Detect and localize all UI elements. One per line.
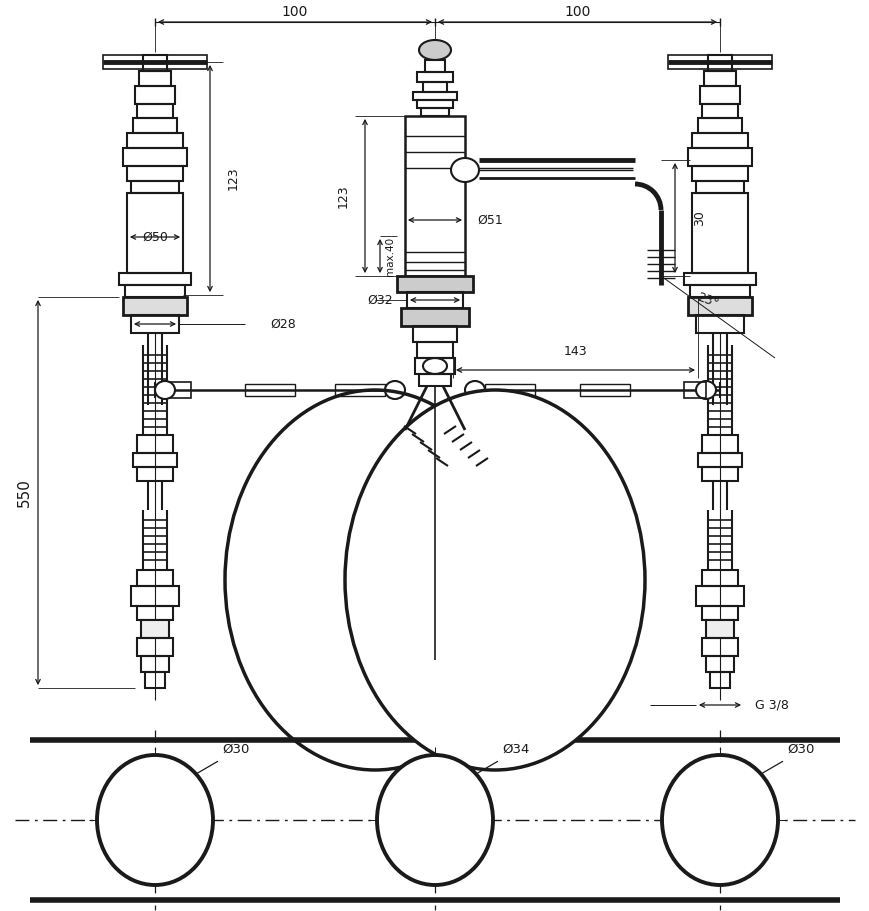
Bar	[687, 297, 751, 315]
Bar	[136, 467, 173, 481]
Text: 143: 143	[563, 345, 587, 358]
Ellipse shape	[419, 40, 450, 60]
Bar	[245, 384, 295, 396]
Bar	[136, 570, 173, 586]
Bar	[413, 326, 456, 342]
Ellipse shape	[376, 755, 493, 885]
Bar	[703, 71, 735, 86]
Bar	[145, 672, 165, 688]
Text: Ø34: Ø34	[501, 743, 528, 756]
Bar	[141, 656, 169, 672]
Text: 100: 100	[282, 5, 308, 19]
Bar	[667, 55, 771, 69]
Bar	[136, 606, 173, 620]
Ellipse shape	[450, 158, 479, 182]
Bar	[484, 384, 534, 396]
Ellipse shape	[345, 390, 644, 770]
Bar	[335, 384, 385, 396]
Text: Ø28: Ø28	[269, 318, 295, 331]
Bar	[701, 570, 737, 586]
Text: Ø50: Ø50	[142, 230, 168, 243]
Bar	[416, 72, 453, 82]
Bar	[416, 342, 453, 358]
Ellipse shape	[464, 381, 484, 399]
Bar	[689, 285, 749, 297]
Bar	[136, 435, 173, 453]
Bar	[695, 315, 743, 333]
Text: Ø32: Ø32	[367, 293, 393, 306]
Bar	[123, 148, 187, 166]
Bar	[700, 86, 740, 104]
Bar	[127, 193, 182, 273]
Bar	[701, 606, 737, 620]
Bar	[405, 116, 464, 276]
Bar	[127, 133, 182, 148]
Bar	[422, 82, 447, 92]
Bar	[396, 276, 473, 292]
Ellipse shape	[661, 755, 777, 885]
Bar	[413, 92, 456, 100]
Text: 100: 100	[564, 5, 590, 19]
Bar	[421, 108, 448, 116]
Bar	[691, 166, 747, 181]
Text: Ø30: Ø30	[222, 743, 249, 756]
Bar	[131, 315, 179, 333]
Bar	[416, 100, 453, 108]
Bar	[415, 358, 454, 374]
Bar	[407, 292, 462, 308]
Bar	[135, 86, 175, 104]
Bar	[143, 55, 167, 71]
Bar	[136, 104, 173, 118]
Bar	[401, 308, 468, 326]
Text: 30: 30	[693, 210, 706, 226]
Bar	[709, 672, 729, 688]
Text: G 3/8: G 3/8	[754, 699, 788, 711]
Ellipse shape	[96, 755, 213, 885]
Text: 23°: 23°	[694, 290, 720, 310]
Bar	[580, 384, 629, 396]
Text: Ø51: Ø51	[476, 213, 502, 227]
Ellipse shape	[155, 381, 175, 399]
Bar	[131, 181, 179, 193]
Bar	[125, 285, 185, 297]
Bar	[691, 193, 747, 273]
Bar	[705, 620, 733, 638]
Text: Ø30: Ø30	[786, 743, 813, 756]
Bar	[697, 118, 741, 133]
Bar	[127, 166, 182, 181]
Bar	[119, 273, 191, 285]
Text: max.40: max.40	[385, 237, 395, 275]
Bar	[701, 638, 737, 656]
Bar	[701, 467, 737, 481]
Bar	[425, 60, 444, 72]
Text: 123: 123	[336, 184, 349, 208]
Ellipse shape	[695, 381, 715, 399]
Bar	[136, 638, 173, 656]
Bar	[141, 620, 169, 638]
Bar	[103, 55, 207, 69]
Bar	[705, 656, 733, 672]
Bar	[169, 382, 191, 398]
Text: 123: 123	[226, 166, 239, 189]
Bar	[683, 382, 705, 398]
Ellipse shape	[385, 381, 405, 399]
Bar	[697, 453, 741, 467]
Text: 550: 550	[17, 478, 31, 507]
Bar	[133, 453, 176, 467]
Bar	[701, 435, 737, 453]
Bar	[687, 148, 751, 166]
Bar	[691, 133, 747, 148]
Bar	[131, 586, 179, 606]
Bar	[133, 118, 176, 133]
Bar	[139, 71, 171, 86]
Bar	[707, 55, 731, 71]
Bar	[695, 181, 743, 193]
Bar	[683, 273, 755, 285]
Bar	[701, 104, 737, 118]
Bar	[419, 374, 450, 386]
Bar	[123, 297, 187, 315]
Bar	[695, 586, 743, 606]
